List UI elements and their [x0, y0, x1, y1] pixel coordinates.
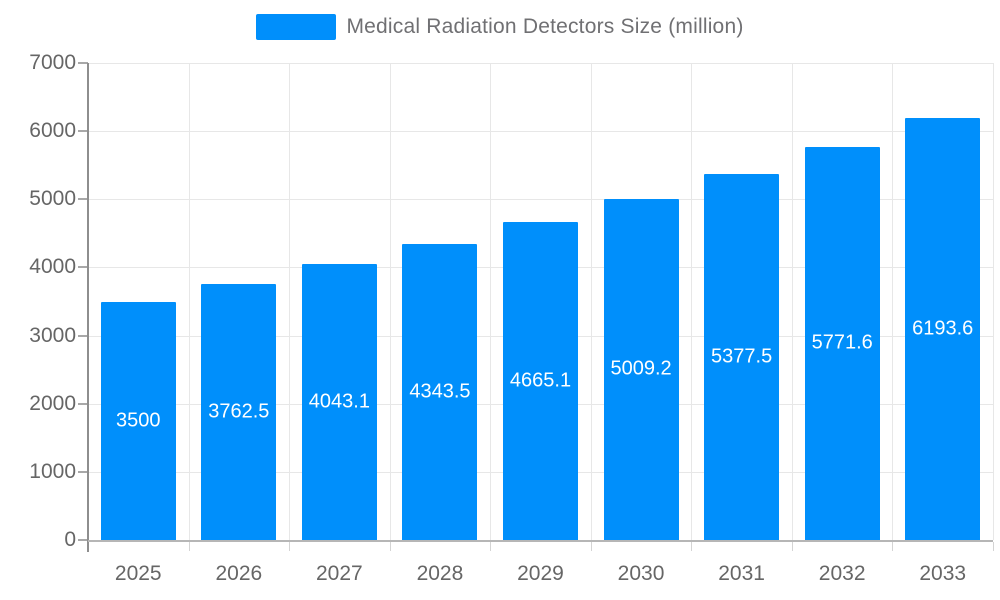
bar-2029[interactable]: [503, 222, 578, 540]
bar-2027[interactable]: [301, 264, 377, 540]
x-axis-label: 2032: [818, 562, 866, 585]
x-axis-tick: [389, 542, 391, 551]
x-gridline: [389, 63, 391, 540]
bar-2030[interactable]: [603, 198, 679, 540]
y-axis-tick: [78, 334, 88, 337]
y-axis-label: 6000: [29, 119, 76, 143]
x-gridline: [289, 63, 291, 540]
legend-label: Medical Radiation Detectors Size (millio…: [346, 15, 744, 38]
bar-value-label: 5009.2: [610, 357, 672, 380]
x-gridline: [892, 63, 894, 540]
y-axis-tick: [78, 130, 88, 133]
x-axis-label: 2031: [718, 562, 765, 585]
chart-legend: Medical Radiation Detectors Size (millio…: [0, 14, 1000, 40]
y-gridline: [88, 63, 993, 64]
y-axis-tick: [78, 402, 88, 405]
bar-2031[interactable]: [704, 173, 780, 540]
bar-2026[interactable]: [201, 283, 277, 540]
legend-item[interactable]: Medical Radiation Detectors Size (millio…: [256, 14, 743, 40]
bar-value-label: 4665.1: [509, 369, 572, 392]
x-axis-tick: [892, 542, 894, 551]
y-axis-label: 0: [64, 528, 76, 551]
y-axis-label: 5000: [29, 187, 76, 211]
bar-value-label: 4343.5: [409, 380, 471, 403]
x-axis-tick: [791, 542, 793, 551]
y-axis-tick: [78, 266, 88, 269]
x-axis-tick: [490, 542, 492, 551]
x-axis-label: 2027: [316, 562, 363, 585]
legend-swatch: [256, 14, 337, 40]
y-axis-tick: [78, 62, 88, 64]
y-axis-tick: [78, 198, 88, 201]
y-axis-label: 4000: [29, 255, 76, 279]
x-axis-label: 2025: [114, 562, 162, 585]
bar-2025[interactable]: [100, 301, 176, 540]
bar-value-label: 3762.5: [208, 400, 270, 423]
bar-value-label: 5377.5: [711, 345, 773, 368]
bar-value-label: 6193.6: [912, 317, 974, 340]
y-axis-tick: [78, 539, 88, 541]
bar-2033[interactable]: [905, 117, 981, 540]
y-axis-label: 3000: [29, 323, 76, 347]
bar-value-label: 5771.6: [811, 331, 873, 354]
bar-2028[interactable]: [402, 244, 478, 540]
y-gridline: [88, 131, 993, 133]
y-axis-label: 1000: [29, 459, 76, 483]
x-gridline: [490, 63, 492, 540]
x-axis-label: 2028: [416, 562, 464, 585]
bar-value-label: 4043.1: [308, 390, 370, 413]
y-gridline: [88, 199, 993, 201]
x-axis-line: [88, 540, 993, 542]
x-axis-label: 2030: [617, 562, 665, 585]
x-axis-label: 2033: [919, 562, 967, 585]
y-axis-label: 7000: [29, 51, 76, 74]
x-gridline: [791, 63, 793, 540]
x-axis-label: 2029: [517, 562, 564, 585]
x-gridline: [188, 63, 190, 540]
x-gridline: [993, 63, 994, 540]
bar-2032[interactable]: [804, 146, 880, 540]
x-axis-tick: [590, 542, 592, 551]
x-axis-tick: [691, 542, 693, 551]
x-gridline: [590, 63, 592, 540]
x-gridline: [691, 63, 693, 540]
y-axis-line: [87, 63, 89, 552]
x-axis-tick: [993, 542, 994, 551]
y-axis-tick: [78, 470, 88, 473]
x-axis-tick: [188, 542, 190, 551]
x-axis-label: 2026: [215, 562, 263, 585]
x-axis-tick: [289, 542, 291, 551]
y-axis-label: 2000: [29, 391, 76, 415]
bar-value-label: 3500: [116, 409, 161, 432]
